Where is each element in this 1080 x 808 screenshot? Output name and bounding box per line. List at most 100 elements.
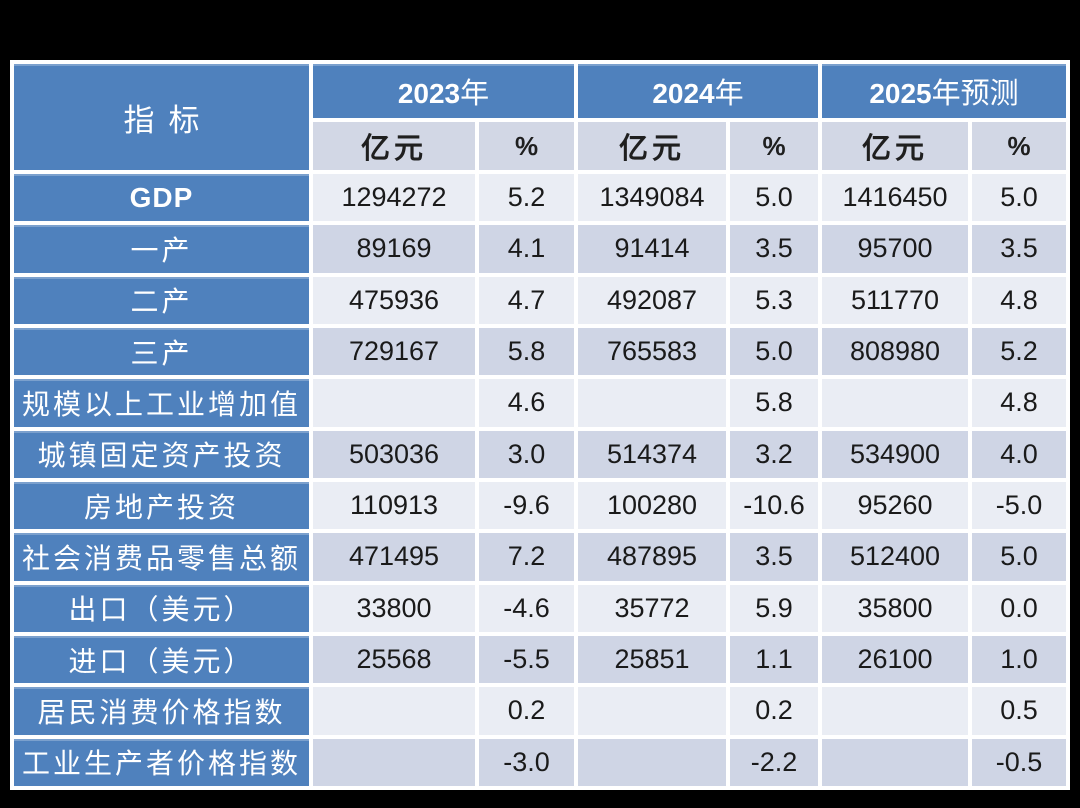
row-label: 进口（美元） [14,635,309,684]
table-row: 三产 729167 5.8 765583 5.0 808980 5.2 [14,327,1066,376]
value-cell: 3.5 [730,225,818,273]
table-row: 房地产投资 110913 -9.6 100280 -10.6 95260 -5.0 [14,481,1066,530]
value-cell: 35772 [578,584,726,632]
year-2024-number: 2024 [652,78,715,109]
value-cell: 5.0 [972,174,1066,222]
table-header: 指标 2023年 2024年 2025年预测 亿元 % 亿元 % [14,64,1066,170]
value-cell: 0.0 [972,584,1066,632]
value-cell: 26100 [822,635,968,684]
year-2025-number: 2025 [869,78,932,109]
value-cell: 0.2 [730,687,818,735]
year-2024-suffix: 年 [714,78,744,110]
value-cell: 35800 [822,584,968,632]
value-cell: 4.8 [972,379,1066,427]
year-2023-header-cell: 2023年 [313,64,574,118]
header-year-row: 指标 2023年 2024年 2025年预测 [14,64,1066,170]
value-cell: -4.6 [479,584,574,632]
value-cell: 100280 [578,481,726,530]
year-2023-number: 2023 [397,78,461,109]
value-cell [578,738,726,786]
unit-header-2025: 亿元 [822,122,968,170]
value-cell: 471495 [313,533,475,581]
value-cell: 5.0 [730,327,818,376]
value-cell: 3.5 [972,225,1066,273]
value-cell [822,379,968,427]
row-label: GDP [14,174,309,222]
value-cell: 808980 [822,327,968,376]
value-cell: 3.2 [730,430,818,478]
value-cell: 5.0 [972,533,1066,581]
value-cell: -9.6 [479,481,574,530]
value-cell: 1416450 [822,174,968,222]
year-2023-suffix: 年 [460,78,490,110]
table-row: 社会消费品零售总额 471495 7.2 487895 3.5 512400 5.0 [14,533,1066,581]
table-row: 进口（美元） 25568 -5.5 25851 1.1 26100 1.0 [14,635,1066,684]
value-cell: 1294272 [313,174,475,222]
value-cell: 33800 [313,584,475,632]
value-cell: 3.5 [730,533,818,581]
value-cell: -5.5 [479,635,574,684]
unit-header-2024: 亿元 [578,122,726,170]
row-label: 三产 [14,327,309,376]
value-cell: 5.9 [730,584,818,632]
table-row: 工业生产者价格指数 -3.0 -2.2 -0.5 [14,738,1066,786]
value-cell: 5.2 [479,174,574,222]
value-cell: 492087 [578,276,726,324]
data-table: 指标 2023年 2024年 2025年预测 亿元 % 亿元 % [10,60,1070,790]
value-cell: -10.6 [730,481,818,530]
year-2024-header-cell: 2024年 [578,64,818,118]
value-cell: 5.2 [972,327,1066,376]
row-label: 社会消费品零售总额 [14,533,309,581]
value-cell [578,687,726,735]
value-cell: 0.2 [479,687,574,735]
table-body: GDP 1294272 5.2 1349084 5.0 1416450 5.0 一产 89169… [14,174,1066,786]
value-cell [822,687,968,735]
value-cell: -2.2 [730,738,818,786]
value-cell: -5.0 [972,481,1066,530]
value-cell: -3.0 [479,738,574,786]
table-row: 二产 475936 4.7 492087 5.3 511770 4.8 [14,276,1066,324]
value-cell: 95260 [822,481,968,530]
value-cell: 1.0 [972,635,1066,684]
value-cell: 514374 [578,430,726,478]
value-cell: 91414 [578,225,726,273]
value-cell: 729167 [313,327,475,376]
row-label: 工业生产者价格指数 [14,738,309,786]
row-label: 一产 [14,225,309,273]
value-cell: 534900 [822,430,968,478]
value-cell: 4.7 [479,276,574,324]
value-cell [313,738,475,786]
percent-header-2023: % [479,122,574,170]
row-label: 居民消费价格指数 [14,687,309,735]
percent-header-2025: % [972,122,1066,170]
value-cell: 511770 [822,276,968,324]
table-row: 规模以上工业增加值 4.6 5.8 4.8 [14,379,1066,427]
value-cell: 4.1 [479,225,574,273]
value-cell: 1349084 [578,174,726,222]
value-cell: 4.8 [972,276,1066,324]
value-cell: 5.8 [479,327,574,376]
row-label: 二产 [14,276,309,324]
table-row: GDP 1294272 5.2 1349084 5.0 1416450 5.0 [14,174,1066,222]
table-row: 居民消费价格指数 0.2 0.2 0.5 [14,687,1066,735]
value-cell: 110913 [313,481,475,530]
row-label: 出口（美元） [14,584,309,632]
value-cell: 25568 [313,635,475,684]
year-2025-suffix: 年预测 [931,78,1019,110]
value-cell: 503036 [313,430,475,478]
value-cell: 25851 [578,635,726,684]
value-cell [313,687,475,735]
value-cell: 512400 [822,533,968,581]
row-label: 房地产投资 [14,481,309,530]
value-cell: 0.5 [972,687,1066,735]
value-cell [578,379,726,427]
value-cell: 475936 [313,276,475,324]
value-cell: 4.0 [972,430,1066,478]
value-cell: 1.1 [730,635,818,684]
value-cell: 89169 [313,225,475,273]
value-cell: 487895 [578,533,726,581]
row-label: 城镇固定资产投资 [14,430,309,478]
table-row: 出口（美元） 33800 -4.6 35772 5.9 35800 0.0 [14,584,1066,632]
value-cell: 95700 [822,225,968,273]
table-row: 一产 89169 4.1 91414 3.5 95700 3.5 [14,225,1066,273]
